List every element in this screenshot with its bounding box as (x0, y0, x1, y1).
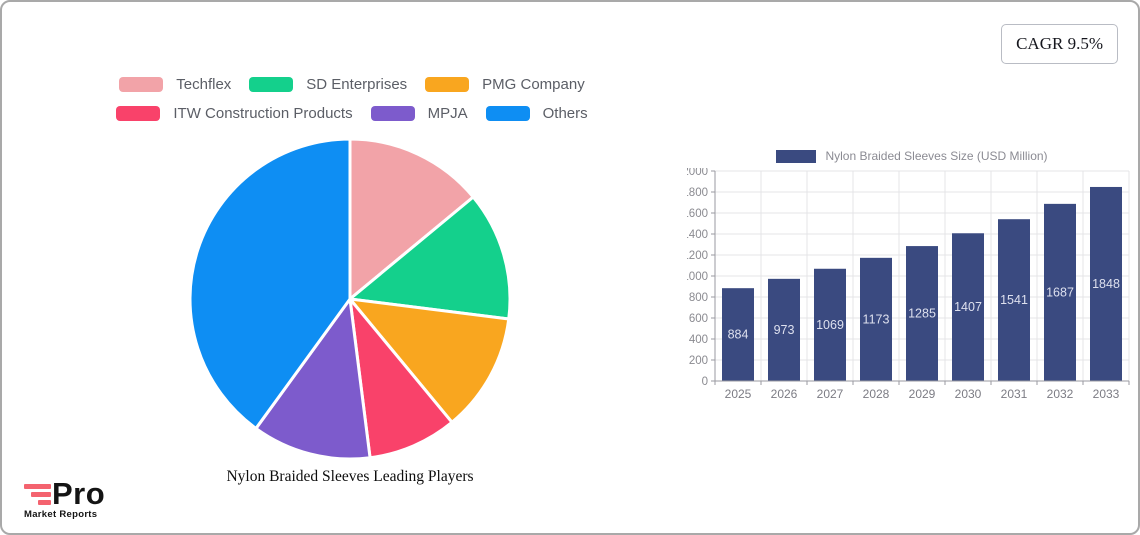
legend-label: Techflex (176, 76, 232, 93)
legend-item: SD Enterprises (249, 76, 407, 93)
legend-label: PMG Company (482, 76, 585, 93)
legend-item: PMG Company (425, 76, 585, 93)
pie-svg (188, 137, 512, 461)
pie-slice (348, 297, 511, 424)
legend-item: ITW Construction Products (116, 105, 353, 122)
logo-title: Pro (52, 476, 106, 511)
bar-value-label: 973 (774, 323, 795, 337)
logo-bars-icon (24, 484, 51, 505)
pie-slice (348, 137, 475, 301)
bar-value-label: 1407 (954, 300, 982, 314)
bar-legend-label: Nylon Braided Sleeves Size (USD Million) (825, 149, 1048, 163)
bar-value-label: 884 (728, 328, 749, 342)
brand-logo: Pro Market Reports (24, 476, 106, 520)
y-tick-label: 1200 (687, 250, 708, 262)
pie-slice (348, 297, 454, 460)
x-tick-label: 2032 (1047, 387, 1074, 401)
legend-row: ITW Construction Products MPJA Others (62, 105, 642, 122)
legend-item: MPJA (370, 105, 468, 122)
legend-row: Techflex SD Enterprises PMG Company (62, 76, 642, 93)
bar-legend-swatch (776, 149, 817, 163)
x-tick-label: 2029 (909, 387, 936, 401)
y-tick-label: 2000 (687, 168, 708, 178)
cagr-badge: CAGR 9.5% (1001, 24, 1118, 64)
x-tick-label: 2033 (1093, 387, 1120, 401)
bar-value-label: 1541 (1000, 293, 1028, 307)
y-tick-label: 600 (689, 313, 708, 325)
legend-swatch (116, 106, 161, 121)
bar (860, 257, 892, 381)
x-tick-label: 2031 (1001, 387, 1028, 401)
y-tick-label: 1800 (687, 187, 708, 199)
legend-label: SD Enterprises (306, 76, 408, 93)
bar (952, 233, 984, 381)
bar-value-label: 1173 (863, 312, 890, 326)
pie-chart-title: Nylon Braided Sleeves Leading Players (226, 468, 474, 485)
bar-value-label: 1848 (1092, 277, 1120, 291)
bar-value-label: 1687 (1046, 285, 1074, 299)
y-tick-label: 1600 (687, 208, 708, 220)
legend-swatch (370, 106, 415, 121)
legend-label: MPJA (427, 105, 468, 122)
y-tick-label: 800 (689, 292, 708, 304)
legend-swatch (485, 106, 530, 121)
legend-item: Others (485, 105, 588, 122)
y-tick-label: 200 (689, 355, 708, 367)
x-tick-label: 2026 (771, 387, 798, 401)
legend-label: Others (542, 105, 588, 122)
x-tick-label: 2028 (863, 387, 890, 401)
bar-chart-legend: Nylon Braided Sleeves Size (USD Million) (687, 149, 1137, 163)
x-tick-label: 2027 (817, 387, 844, 401)
pie-slice (188, 137, 352, 430)
bar-chart: 0 200 400 600 800 1000 1200 1400 1600 1800 2000 884… (687, 168, 1130, 401)
pie-slice (348, 195, 512, 321)
bar (906, 246, 938, 381)
legend-item: Techflex (119, 76, 231, 93)
pie-slice (254, 297, 372, 461)
bar (1090, 186, 1122, 381)
x-tick-label: 2030 (955, 387, 982, 401)
y-tick-label: 1000 (687, 271, 708, 283)
bar (768, 278, 800, 381)
pie-legend: Techflex SD Enterprises PMG Company ITW Con… (62, 76, 642, 122)
legend-swatch (249, 77, 294, 92)
x-tick-label: 2025 (725, 387, 752, 401)
y-tick-label: 0 (702, 376, 708, 388)
logo-bar (24, 484, 51, 489)
logo-bar (31, 492, 51, 497)
y-tick-label: 400 (689, 334, 708, 346)
legend-swatch (425, 77, 470, 92)
bar (814, 268, 846, 381)
bar-value-label: 1285 (908, 307, 936, 321)
bar (1044, 203, 1076, 381)
legend-swatch (119, 77, 164, 92)
bar (998, 219, 1030, 381)
bar (722, 288, 754, 381)
pie-chart (184, 133, 516, 465)
bar-value-label: 1069 (816, 318, 844, 332)
y-tick-label: 1400 (687, 229, 708, 241)
logo-subtitle: Market Reports (24, 509, 98, 520)
legend-label: ITW Construction Products (173, 105, 353, 122)
logo-bar (38, 500, 51, 505)
